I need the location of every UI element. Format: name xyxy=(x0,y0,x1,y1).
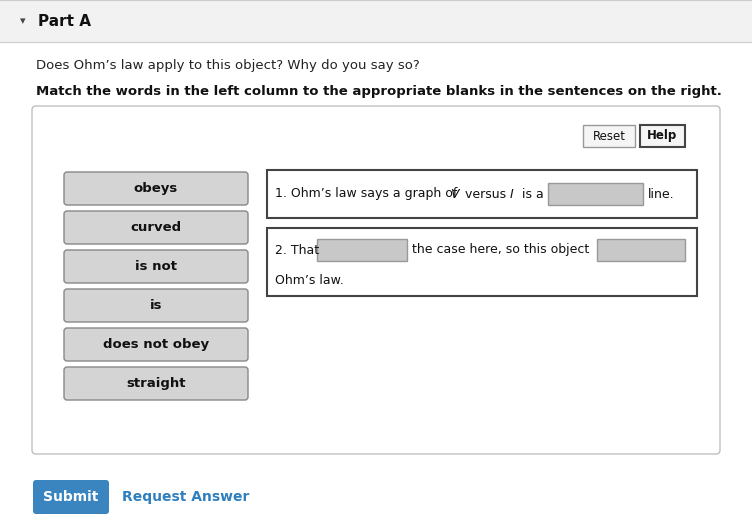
Bar xyxy=(0,0,752,42)
Text: Ohm’s law.: Ohm’s law. xyxy=(275,274,344,287)
Bar xyxy=(548,183,643,205)
FancyBboxPatch shape xyxy=(33,480,109,514)
Bar xyxy=(267,228,697,296)
FancyBboxPatch shape xyxy=(64,367,248,400)
Text: is not: is not xyxy=(135,260,177,273)
Text: is: is xyxy=(150,299,162,312)
Text: 1. Ohm’s law says a graph of: 1. Ohm’s law says a graph of xyxy=(275,188,462,200)
Text: 2. That: 2. That xyxy=(275,244,319,256)
Bar xyxy=(267,170,697,218)
Text: curved: curved xyxy=(130,221,181,234)
FancyBboxPatch shape xyxy=(64,211,248,244)
FancyBboxPatch shape xyxy=(64,289,248,322)
Bar xyxy=(640,125,685,147)
Text: the case here, so this object: the case here, so this object xyxy=(412,244,590,256)
Bar xyxy=(317,239,407,261)
FancyBboxPatch shape xyxy=(64,250,248,283)
Text: Submit: Submit xyxy=(44,490,99,504)
Text: line.: line. xyxy=(648,188,675,200)
Text: Does Ohm’s law apply to this object? Why do you say so?: Does Ohm’s law apply to this object? Why… xyxy=(36,59,420,72)
Text: $I$: $I$ xyxy=(509,188,514,200)
Bar xyxy=(597,239,685,261)
FancyBboxPatch shape xyxy=(64,172,248,205)
Text: obeys: obeys xyxy=(134,182,178,195)
Text: $V$: $V$ xyxy=(450,188,461,200)
Text: ▾: ▾ xyxy=(20,16,26,26)
Bar xyxy=(583,125,635,147)
Text: Request Answer: Request Answer xyxy=(122,490,250,504)
FancyBboxPatch shape xyxy=(32,106,720,454)
Text: is a: is a xyxy=(518,188,544,200)
Text: Part A: Part A xyxy=(38,14,91,28)
Text: Reset: Reset xyxy=(593,130,626,142)
Text: Help: Help xyxy=(647,130,678,142)
Text: does not obey: does not obey xyxy=(103,338,209,351)
Text: Match the words in the left column to the appropriate blanks in the sentences on: Match the words in the left column to th… xyxy=(36,85,722,98)
Text: versus: versus xyxy=(461,188,510,200)
FancyBboxPatch shape xyxy=(64,328,248,361)
Text: straight: straight xyxy=(126,377,186,390)
